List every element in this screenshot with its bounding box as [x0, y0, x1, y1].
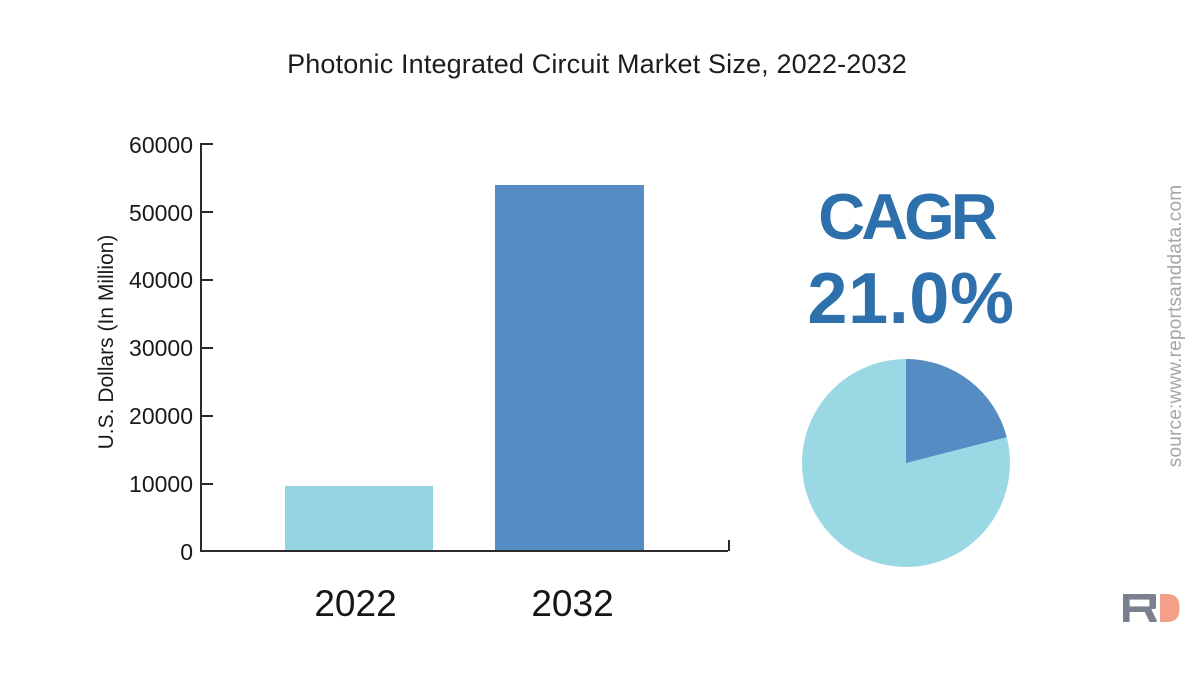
y-tick-mark: [200, 278, 214, 281]
chart-title: Photonic Integrated Circuit Market Size,…: [287, 49, 907, 79]
y-tick-mark: [200, 482, 214, 485]
y-tick-label: 10000: [129, 471, 193, 498]
y-axis-title: U.S. Dollars (In Million): [95, 234, 118, 450]
y-tick-label: 30000: [129, 335, 193, 362]
y-tick-label: 0: [180, 539, 193, 565]
y-tick-label: 60000: [129, 131, 193, 158]
x-tick-label-2032: 2032: [531, 583, 614, 624]
reports-and-data-logo: [1123, 594, 1181, 629]
x-axis-end-tick: [727, 540, 730, 552]
cagr-value: 21.0%: [807, 259, 1015, 339]
y-tick-mark: [200, 414, 214, 417]
pie-cagr-slice: [905, 358, 1007, 463]
y-tick-label: 20000: [129, 403, 193, 430]
x-axis-end-tick: [199, 540, 202, 552]
logo-letter-r: [1123, 594, 1157, 622]
logo-letter-r-counter: [1129, 599, 1150, 607]
y-tick-label: 40000: [129, 267, 193, 294]
x-tick-label-2022: 2022: [314, 583, 397, 624]
bar-2022: [285, 485, 433, 552]
source-note: source:www.reportsanddata.com: [1165, 184, 1186, 468]
y-tick-label: 50000: [129, 199, 193, 226]
y-tick-mark: [200, 210, 214, 213]
x-axis-line: [199, 550, 729, 553]
logo-letter-d: [1160, 594, 1180, 622]
cagr-label: CAGR: [818, 180, 997, 253]
y-tick-mark: [200, 143, 214, 145]
y-tick-mark: [200, 550, 214, 553]
y-tick-mark: [200, 346, 214, 349]
bar-2032: [495, 185, 644, 552]
cagr-pie-chart: [801, 358, 1010, 567]
